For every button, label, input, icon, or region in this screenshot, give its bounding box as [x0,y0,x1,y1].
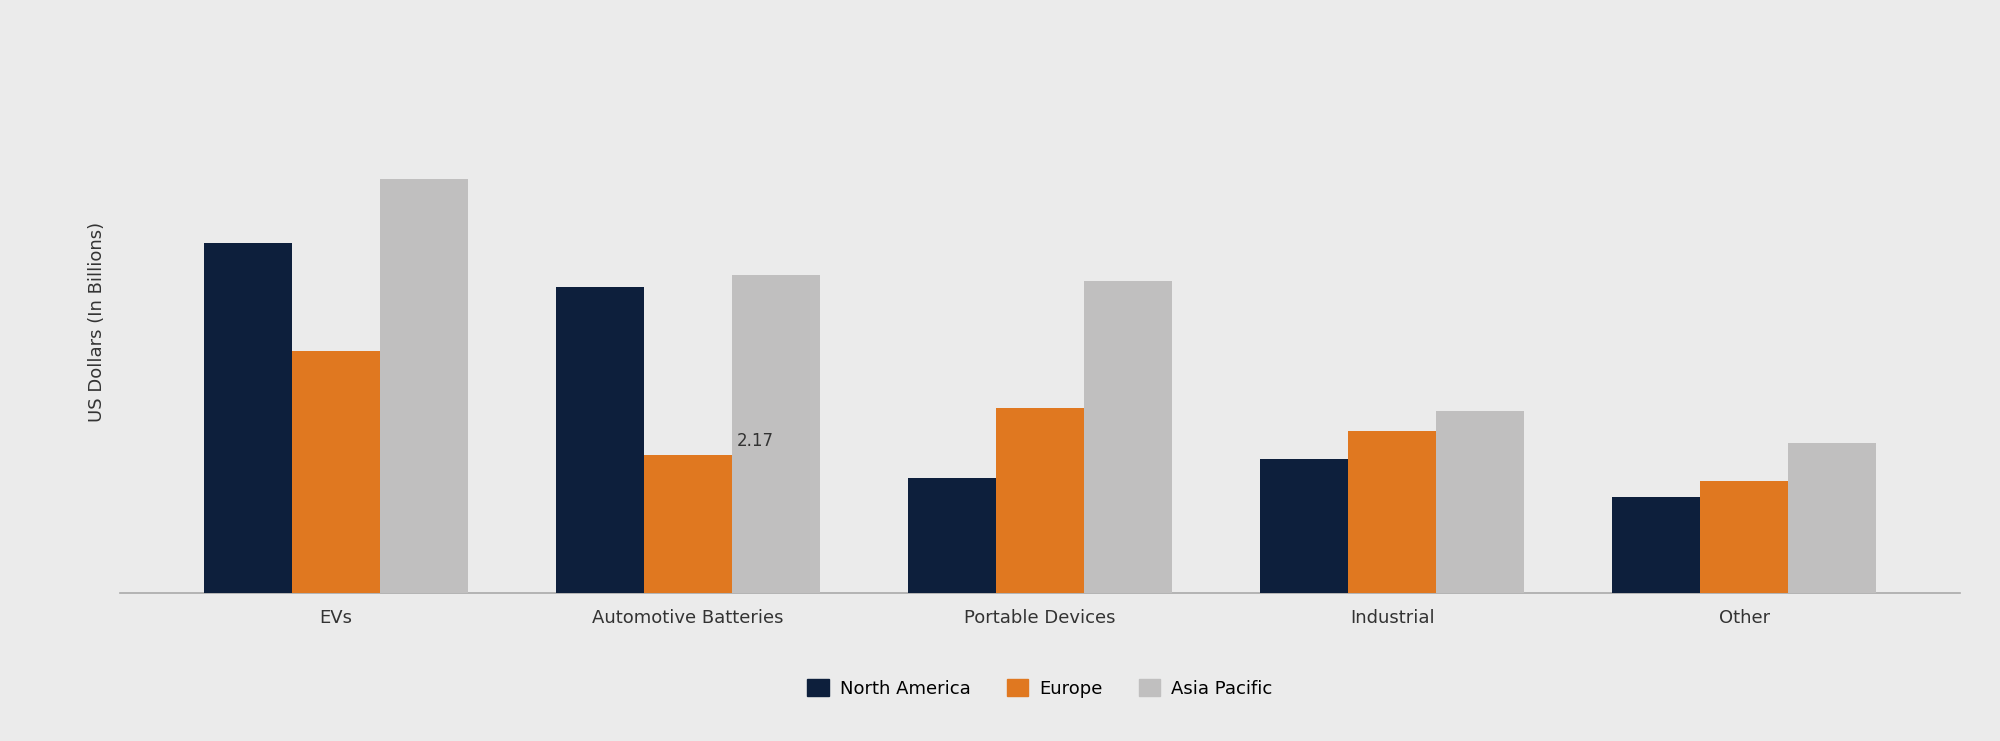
Bar [1436,411,1524,593]
Legend: North America, Europe, Asia Pacific: North America, Europe, Asia Pacific [800,672,1280,705]
Bar [996,408,1084,593]
Bar [292,351,380,593]
Y-axis label: US Dollars (In Billions): US Dollars (In Billions) [88,222,106,422]
Bar [732,275,820,593]
Bar [380,179,468,593]
Bar [644,455,732,593]
Bar [556,288,644,593]
Bar [1348,431,1436,593]
Bar [1612,497,1700,593]
Bar [1700,482,1788,593]
Bar [1260,459,1348,593]
Bar [204,243,292,593]
Text: 2.17: 2.17 [736,431,774,450]
Bar [1084,281,1172,593]
Bar [908,478,996,593]
Bar [1788,443,1876,593]
